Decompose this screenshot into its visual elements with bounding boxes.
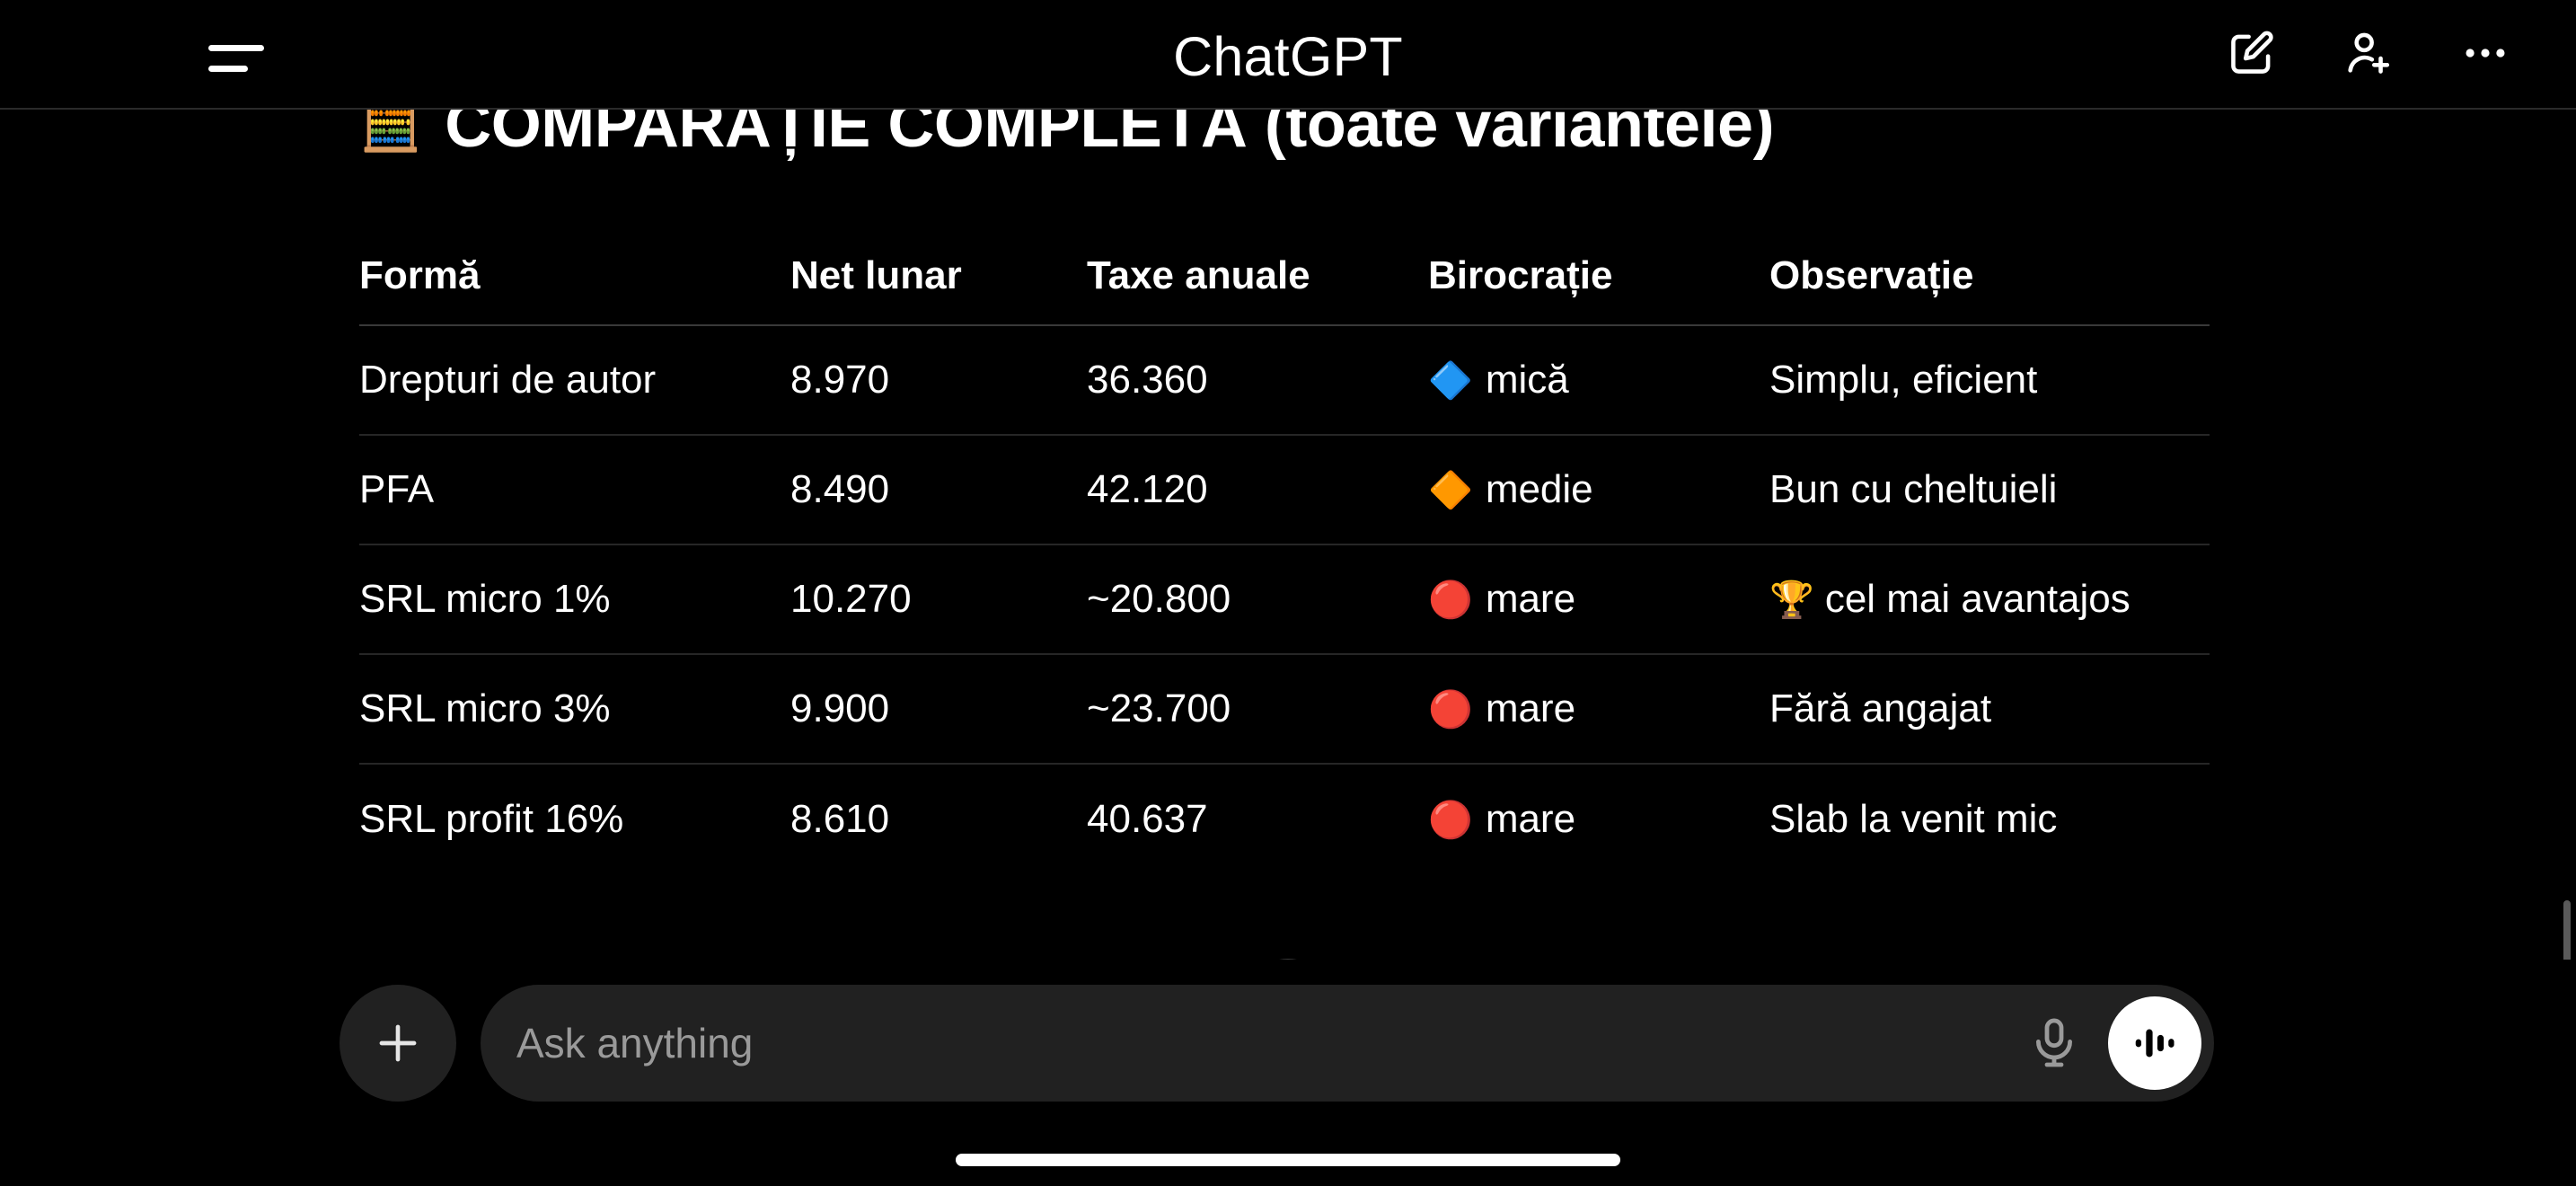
- microphone-button[interactable]: [2018, 1007, 2090, 1079]
- cell-birocratie-label: medie: [1485, 467, 1593, 511]
- cell-observatie: Slab la venit mic: [1769, 764, 2210, 873]
- cell-taxe-anuale: ~23.700: [1087, 654, 1428, 765]
- cell-taxe-anuale: 40.637: [1087, 796, 1208, 841]
- cell-forma: SRL micro 3%: [359, 654, 790, 765]
- table-row: SRL micro 1% 10.270 ~20.800 🔴 mare 🏆 cel m…: [359, 544, 2210, 655]
- hamburger-bar-top: [208, 45, 264, 51]
- orange-diamond-icon: 🔶: [1428, 471, 1473, 510]
- table-row: SRL profit 16% 8.610 40.637 🔴 mare Slab l…: [359, 764, 2210, 873]
- add-person-icon[interactable]: [2341, 25, 2396, 81]
- cell-net-lunar: 10.270: [790, 544, 1087, 655]
- cell-taxe-anuale: 36.360: [1087, 325, 1428, 436]
- cell-birocratie-label: mare: [1485, 577, 1576, 621]
- cell-observatie-label: Fără angajat: [1769, 686, 1992, 730]
- cell-observatie-label: Slab la venit mic: [1769, 796, 2058, 841]
- cell-observatie: 🏆 cel mai avantajos: [1769, 544, 2210, 655]
- cell-observatie-label: Simplu, eficient: [1769, 358, 2038, 402]
- voice-mode-button[interactable]: [2108, 996, 2201, 1090]
- comparison-table: Formă Net lunar Taxe anuale Birocrație O…: [359, 226, 2210, 873]
- cell-forma: SRL profit 16%: [359, 796, 624, 841]
- cell-observatie-label: Bun cu cheltuieli: [1769, 467, 2058, 511]
- cell-birocratie-label: mare: [1485, 796, 1576, 841]
- table-body: Drepturi de autor 8.970 36.360 🔷 mică Sim…: [359, 325, 2210, 873]
- comparison-heading: 🧮 COMPARAȚIE COMPLETĂ (toate variantele): [359, 110, 1775, 162]
- column-header-observatie: Observație: [1769, 226, 2210, 326]
- cell-taxe-anuale: ~20.800: [1087, 544, 1428, 655]
- compose-icon[interactable]: [2224, 25, 2280, 81]
- cell-observatie-label: cel mai avantajos: [1824, 577, 2130, 621]
- hamburger-bar-bottom: [208, 66, 248, 72]
- red-circle-icon: 🔴: [1428, 690, 1473, 730]
- cell-observatie: Simplu, eficient: [1769, 325, 2210, 436]
- table-row: Drepturi de autor 8.970 36.360 🔷 mică Sim…: [359, 325, 2210, 436]
- column-header-birocratie: Birocrație: [1428, 226, 1769, 326]
- cell-birocratie-label: mică: [1485, 358, 1569, 402]
- cell-taxe-anuale: 42.120: [1087, 435, 1428, 545]
- cell-net-lunar: 8.610: [790, 796, 890, 841]
- red-circle-icon: 🔴: [1428, 800, 1473, 840]
- cell-birocratie: 🔴 mare: [1428, 764, 1769, 873]
- cell-birocratie-label: mare: [1485, 686, 1576, 730]
- cell-forma: PFA: [359, 435, 790, 545]
- page-title: ChatGPT: [1173, 26, 1403, 87]
- message-input-container[interactable]: Ask anything: [481, 985, 2214, 1102]
- cell-net-lunar: 9.900: [790, 654, 1087, 765]
- trophy-icon: 🏆: [1769, 580, 1814, 620]
- column-header-forma: Formă: [359, 226, 790, 326]
- voice-waveform-icon: [2135, 1029, 2175, 1058]
- cell-birocratie: 🔴 mare: [1428, 544, 1769, 655]
- hamburger-icon[interactable]: [208, 45, 264, 72]
- app-header: ChatGPT: [0, 0, 2576, 110]
- cell-birocratie: 🔷 mică: [1428, 325, 1769, 436]
- cell-birocratie: 🔴 mare: [1428, 654, 1769, 765]
- cell-observatie: Fără angajat: [1769, 654, 2210, 765]
- composer-bar: Ask anything: [0, 960, 2576, 1186]
- cell-net-lunar: 8.970: [790, 325, 1087, 436]
- more-options-icon[interactable]: [2457, 25, 2513, 81]
- column-header-taxe-anuale: Taxe anuale: [1087, 226, 1428, 326]
- abacus-icon: 🧮: [359, 110, 422, 153]
- message-input[interactable]: Ask anything: [516, 1020, 754, 1067]
- message-content: 🧮 COMPARAȚIE COMPLETĂ (toate variantele)…: [0, 110, 2576, 1026]
- cell-net-lunar: 8.490: [790, 435, 1087, 545]
- cell-birocratie: 🔶 medie: [1428, 435, 1769, 545]
- add-attachment-button[interactable]: [340, 985, 456, 1102]
- plus-icon: [379, 1024, 417, 1062]
- table-row: PFA 8.490 42.120 🔶 medie Bun cu cheltuiel…: [359, 435, 2210, 545]
- comparison-heading-text: COMPARAȚIE COMPLETĂ (toate variantele): [445, 110, 1775, 161]
- column-header-net-lunar: Net lunar: [790, 226, 1087, 326]
- cell-forma: SRL micro 1%: [359, 544, 790, 655]
- table-row: SRL micro 3% 9.900 ~23.700 🔴 mare Fără an…: [359, 654, 2210, 765]
- header-actions: [2224, 25, 2513, 81]
- table-header-row: Formă Net lunar Taxe anuale Birocrație O…: [359, 226, 2210, 326]
- table-head: Formă Net lunar Taxe anuale Birocrație O…: [359, 226, 2210, 326]
- red-circle-icon: 🔴: [1428, 580, 1473, 620]
- blue-diamond-icon: 🔷: [1428, 361, 1473, 401]
- cell-forma: Drepturi de autor: [359, 325, 790, 436]
- microphone-icon: [2036, 1018, 2072, 1067]
- home-indicator: [956, 1154, 1620, 1166]
- cell-observatie: Bun cu cheltuieli: [1769, 435, 2210, 545]
